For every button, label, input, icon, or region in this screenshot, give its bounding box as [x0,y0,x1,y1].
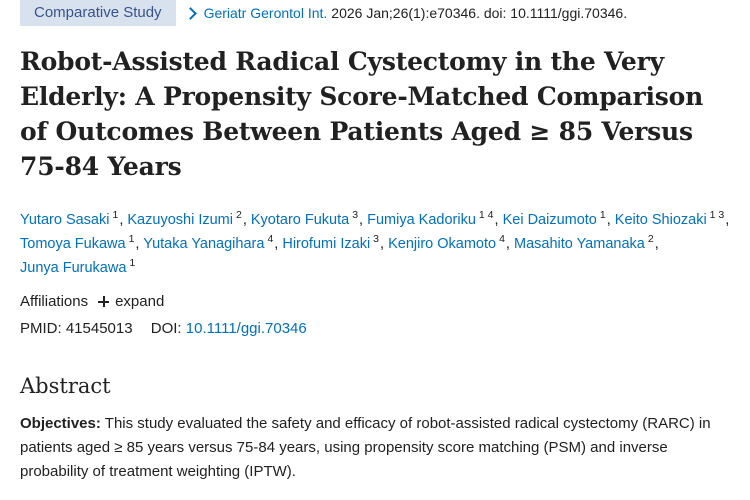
chevron-right-icon[interactable] [183,7,197,20]
author-item: Kyotaro Fukuta 3 [250,209,359,228]
author-item: Kei Daizumoto 1 [502,209,607,228]
abstract-heading: Abstract [20,374,111,398]
author-link[interactable]: Keito Shiozaki [614,212,707,228]
affiliations-row: Affiliations expand [20,293,164,310]
author-link[interactable]: Masahito Yamanaka [513,236,645,252]
pmid-value: 41545013 [65,320,133,337]
author-link[interactable]: Kazuyoshi Izumi [127,212,233,228]
journal-link[interactable]: Geriatr Gerontol Int. [203,5,328,21]
author-affiliation-marker[interactable]: 1 [129,257,136,270]
objectives-text: This study evaluated the safety and effi… [20,415,711,480]
author-affiliation-marker[interactable]: 2 [647,233,654,246]
article-meta-row: Comparative Study Geriatr Gerontol Int. … [20,0,627,26]
objectives-label: Objectives: [20,415,101,432]
author-list: Yutaro Sasaki 1, Kazuyoshi Izumi 2, Kyotar… [20,209,730,276]
author-item: Yutaka Yanagihara 4 [143,233,274,252]
author-item: Keito Shiozaki 1 3 [614,209,726,228]
author-link[interactable]: Tomoya Fukawa [20,236,126,252]
author-link[interactable]: Hirofumi Izaki [282,236,371,252]
article-title: Robot-Assisted Radical Cystectomy in the… [20,47,704,181]
author-item: Masahito Yamanaka 2 [513,233,655,252]
abstract-objectives: Objectives: This study evaluated the saf… [20,412,732,484]
author-link[interactable]: Kenjiro Okamoto [388,236,497,252]
author-affiliation-marker[interactable]: 1 4 [478,209,494,222]
expand-label[interactable]: expand [115,293,165,310]
author-item: Yutaro Sasaki 1 [20,209,119,228]
author-item: Tomoya Fukawa 1 [20,233,135,252]
author-item: Kazuyoshi Izumi 2 [127,209,242,228]
author-affiliation-marker[interactable]: 3 [373,233,380,246]
identifiers-row: PMID: 41545013 DOI: 10.1111/ggi.70346 [20,320,307,337]
publication-type-badge[interactable]: Comparative Study [20,0,176,26]
author-affiliation-marker[interactable]: 1 3 [709,209,725,222]
author-link[interactable]: Kyotaro Fukuta [250,212,350,228]
author-affiliation-marker[interactable]: 2 [235,209,242,222]
author-link[interactable]: Fumiya Kadoriku [367,212,476,228]
author-affiliation-marker[interactable]: 3 [352,209,359,222]
doi-link[interactable]: 10.1111/ggi.70346 [185,320,307,337]
author-affiliation-marker[interactable]: 4 [267,233,274,246]
author-link[interactable]: Yutaro Sasaki [20,212,110,228]
plus-icon[interactable] [98,296,110,307]
author-item: Hirofumi Izaki 3 [282,233,380,252]
affiliations-label: Affiliations [20,293,89,310]
author-link[interactable]: Junya Furukawa [20,260,127,276]
author-affiliation-marker[interactable]: 1 [112,209,119,222]
author-affiliation-marker[interactable]: 1 [599,209,606,222]
author-affiliation-marker[interactable]: 1 [128,233,135,246]
doi-block: DOI: 10.1111/ggi.70346 [151,320,307,337]
citation[interactable]: Geriatr Gerontol Int. 2026 Jan;26(1):e70… [183,5,628,21]
author-item: Junya Furukawa 1 [20,257,136,276]
affiliations-expand-button[interactable]: expand [98,293,164,310]
pmid-label: PMID: [20,320,62,337]
doi-label: DOI: [150,320,182,337]
author-item: Kenjiro Okamoto 4 [388,233,506,252]
author-affiliation-marker[interactable]: 4 [499,233,505,246]
author-link[interactable]: Kei Daizumoto [502,212,597,228]
author-link[interactable]: Yutaka Yanagihara [143,236,265,252]
author-item: Fumiya Kadoriku 1 4 [367,209,494,228]
citation-details: 2026 Jan;26(1):e70346. doi: 10.1111/ggi.… [331,5,628,21]
